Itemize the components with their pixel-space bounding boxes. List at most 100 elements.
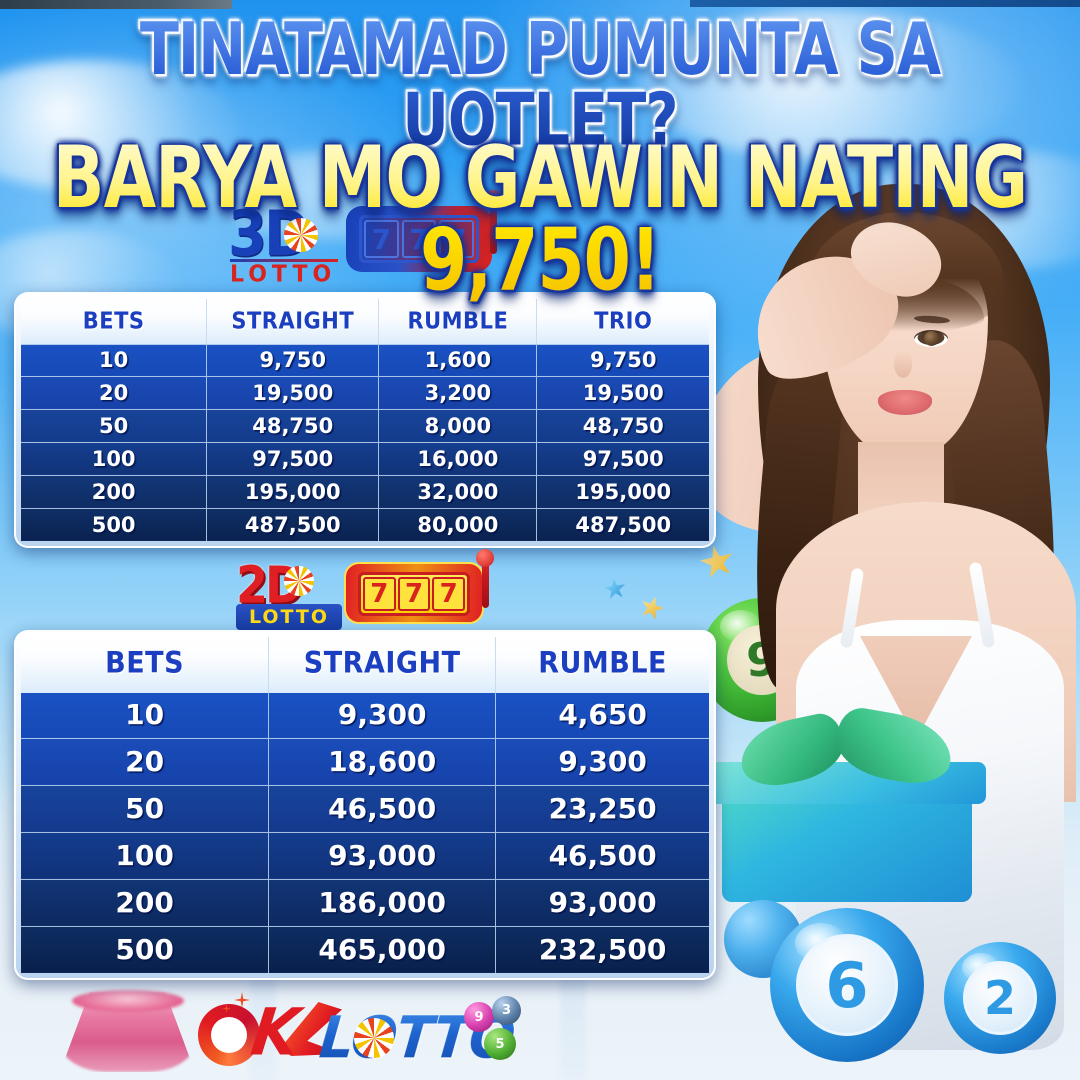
table-row: 50 46,500 23,250: [21, 784, 709, 832]
logo-3d-underline: [230, 259, 338, 262]
cell-bet: 500: [21, 507, 208, 541]
cloud-decoration: [640, 10, 1020, 160]
cell-trio: 487,500: [536, 507, 709, 541]
cell-rumble: 16,000: [378, 441, 538, 475]
cell-trio: 195,000: [536, 474, 709, 508]
logo-2d-lotto: 2D LOTTO 7 7 7: [236, 549, 494, 636]
table-row: 500 465,000 232,500: [21, 925, 709, 973]
payout-table-2d: BETS STRAIGHT RUMBLE 10 9,300 4,650 20 1…: [14, 630, 716, 980]
payout-table-2d-grid: BETS STRAIGHT RUMBLE 10 9,300 4,650 20 1…: [21, 634, 709, 973]
ball-number: 2: [963, 961, 1037, 1035]
cloud-decoration: [0, 60, 240, 190]
cell-rumble: 9,300: [495, 737, 709, 785]
cell-rumble: 8,000: [378, 408, 538, 442]
cell-straight: 48,750: [206, 408, 380, 442]
cell-rumble: 46,500: [495, 831, 709, 879]
brand-ball-5: 5: [484, 1028, 516, 1060]
cell-straight: 195,000: [206, 474, 380, 508]
cell-rumble: 32,000: [378, 474, 538, 508]
slot-machine-3d-icon: 7 7 7: [346, 190, 503, 272]
slot-lever: [490, 200, 497, 254]
table-row: 10 9,300 4,650: [21, 690, 709, 738]
table-row: 200 195,000 32,000 195,000: [21, 474, 709, 508]
philippine-sun-icon: [284, 566, 314, 596]
cell-rumble: 93,000: [495, 878, 709, 926]
cell-rumble: 80,000: [378, 507, 538, 541]
cell-straight: 46,500: [268, 784, 497, 832]
model-lips: [878, 390, 932, 415]
top-edge-strip-right: [690, 0, 1080, 7]
slot-reel: 7: [439, 220, 475, 258]
cell-trio: 9,750: [536, 342, 709, 376]
column-header-straight: STRAIGHT: [268, 634, 497, 694]
cell-straight: 9,300: [268, 690, 497, 738]
cell-bet: 500: [21, 925, 270, 973]
model-nose: [894, 350, 912, 378]
table-row: 100 97,500 16,000 97,500: [21, 441, 709, 475]
slot-lever-knob: [476, 549, 494, 567]
payout-table-3d-grid: BETS STRAIGHT RUMBLE TRIO 10 9,750 1,600…: [21, 297, 709, 541]
sparkle-icon: [222, 1004, 231, 1013]
cell-straight: 465,000: [268, 925, 497, 973]
cell-rumble: 3,200: [378, 375, 538, 409]
headline-line-1: TINATAMAD PUMUNTA SA UOTLET?: [16, 13, 1064, 156]
cell-straight: 186,000: [268, 878, 497, 926]
slot-reel: 7: [364, 220, 399, 258]
cell-bet: 20: [21, 375, 208, 409]
cell-bet: 10: [21, 690, 270, 738]
table-row: 200 186,000 93,000: [21, 878, 709, 926]
column-header-trio: TRIO: [536, 297, 709, 345]
column-header-bets: BETS: [21, 634, 270, 694]
cell-straight: 487,500: [206, 507, 380, 541]
slot-lever-knob: [484, 190, 503, 209]
column-header-rumble: RUMBLE: [378, 297, 538, 345]
brand-ball-3: 3: [492, 996, 521, 1025]
cell-trio: 19,500: [536, 375, 709, 409]
brand-logo-oklotto: K LOTTO 9 3 5: [196, 992, 526, 1072]
cell-rumble: 232,500: [495, 925, 709, 973]
logo-2d-lotto-banner: LOTTO: [236, 604, 342, 630]
brand-ball-9: 9: [464, 1002, 494, 1032]
cell-straight: 97,500: [206, 441, 380, 475]
slot-reel: 7: [397, 577, 431, 611]
table-row: 20 18,600 9,300: [21, 737, 709, 785]
table-row: 100 93,000 46,500: [21, 831, 709, 879]
cell-bet: 200: [21, 878, 270, 926]
model-iris: [924, 331, 939, 346]
logo-2d-lotto-text: LOTTO: [248, 606, 330, 628]
table-row: 500 487,500 80,000 487,500: [21, 507, 709, 541]
brand-o-ring-icon: [198, 1004, 260, 1066]
table-header-row: BETS STRAIGHT RUMBLE TRIO: [21, 297, 709, 345]
headline-line-2: BARYA MO GAWIN NATING 9,750!: [16, 135, 1064, 303]
cell-bet: 50: [21, 408, 208, 442]
column-header-rumble: RUMBLE: [495, 634, 709, 694]
table-row: 50 48,750 8,000 48,750: [21, 408, 709, 442]
cell-rumble: 4,650: [495, 690, 709, 738]
cell-straight: 9,750: [206, 342, 380, 376]
slot-window: 7 7 7: [359, 215, 479, 263]
cell-bet: 20: [21, 737, 270, 785]
cell-rumble: 23,250: [495, 784, 709, 832]
payout-table-3d: BETS STRAIGHT RUMBLE TRIO 10 9,750 1,600…: [14, 292, 716, 548]
slot-machine-2d-icon: 7 7 7: [344, 549, 494, 624]
cell-straight: 93,000: [268, 831, 497, 879]
slot-reel: 7: [432, 577, 466, 611]
philippine-sun-icon: [284, 218, 318, 252]
cell-trio: 48,750: [536, 408, 709, 442]
cell-bet: 100: [21, 441, 208, 475]
brand-k-letter: K: [247, 995, 300, 1071]
table-row: 20 19,500 3,200 19,500: [21, 375, 709, 409]
table-row: 10 9,750 1,600 9,750: [21, 342, 709, 376]
column-header-bets: BETS: [21, 297, 208, 345]
philippine-sun-icon: [354, 1018, 394, 1058]
top-edge-strip: [0, 0, 232, 9]
logo-3d-lotto-text: LOTTO: [230, 261, 336, 287]
cell-straight: 18,600: [268, 737, 497, 785]
cell-bet: 100: [21, 831, 270, 879]
slot-lever: [482, 558, 489, 608]
cell-bet: 10: [21, 342, 208, 376]
vase-lip-decoration: [72, 990, 184, 1012]
table-header-row: BETS STRAIGHT RUMBLE: [21, 634, 709, 694]
lottery-ball-blue-2: 2: [944, 942, 1056, 1054]
slot-reel: 7: [401, 220, 437, 258]
